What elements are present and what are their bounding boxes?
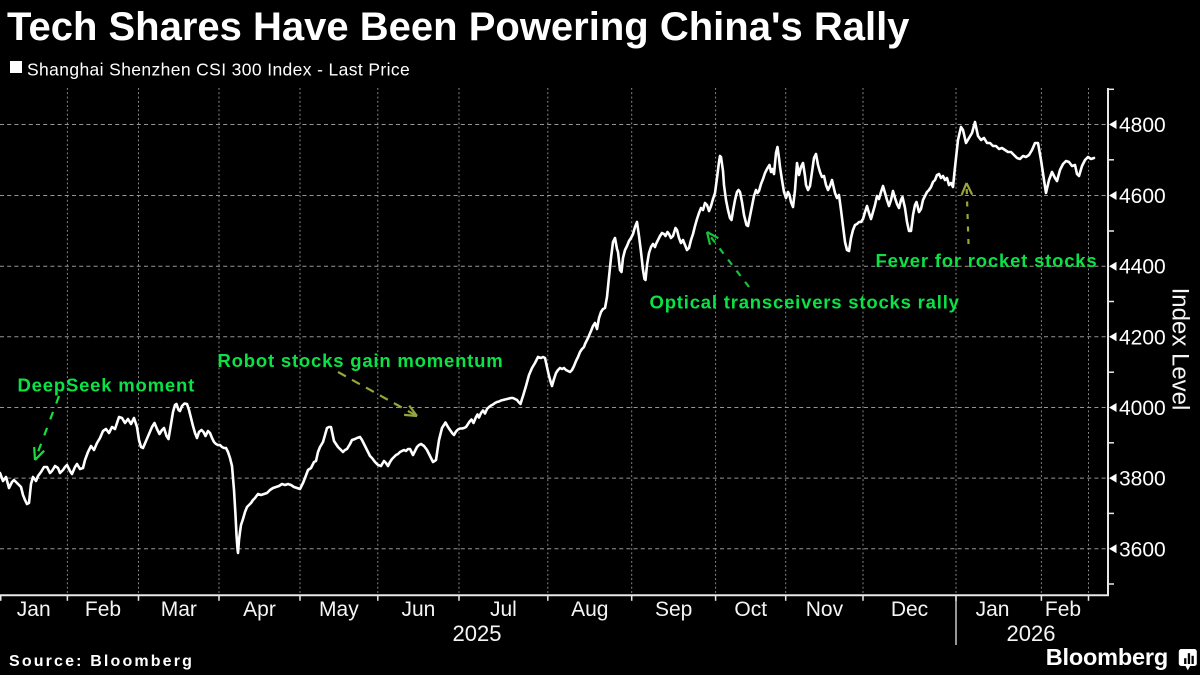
svg-text:Feb: Feb: [1045, 598, 1081, 621]
svg-text:Shanghai Shenzhen CSI 300 Inde: Shanghai Shenzhen CSI 300 Index - Last P…: [27, 60, 410, 80]
svg-text:4000: 4000: [1119, 397, 1166, 420]
svg-text:Dec: Dec: [891, 598, 928, 621]
svg-text:4200: 4200: [1119, 326, 1166, 349]
svg-text:4600: 4600: [1119, 185, 1166, 208]
svg-text:Bloomberg: Bloomberg: [1046, 644, 1168, 670]
svg-text:Jan: Jan: [976, 598, 1010, 621]
svg-text:Oct: Oct: [734, 598, 767, 621]
svg-text:4400: 4400: [1119, 256, 1166, 279]
svg-text:Jan: Jan: [17, 598, 51, 621]
svg-text:Optical transceivers stocks ra: Optical transceivers stocks rally: [650, 292, 960, 313]
svg-text:Aug: Aug: [571, 598, 608, 621]
svg-text:3800: 3800: [1119, 468, 1166, 491]
svg-text:Robot stocks gain momentum: Robot stocks gain momentum: [218, 350, 504, 371]
svg-text:Feb: Feb: [85, 598, 121, 621]
svg-text:Jun: Jun: [401, 598, 435, 621]
svg-text:3600: 3600: [1119, 538, 1166, 561]
svg-text:Tech Shares Have Been Powering: Tech Shares Have Been Powering China's R…: [7, 5, 910, 49]
svg-text:Apr: Apr: [243, 598, 276, 621]
svg-text:Source: Bloomberg: Source: Bloomberg: [9, 653, 194, 670]
svg-text:May: May: [319, 598, 359, 621]
svg-text:2025: 2025: [453, 621, 502, 646]
svg-text:Index Level: Index Level: [1167, 288, 1194, 411]
svg-text:Jul: Jul: [490, 598, 517, 621]
svg-text:Sep: Sep: [655, 598, 692, 621]
svg-text:DeepSeek moment: DeepSeek moment: [18, 375, 196, 396]
svg-text:Mar: Mar: [161, 598, 197, 621]
svg-text:Fever for rocket stocks: Fever for rocket stocks: [876, 250, 1098, 271]
svg-text:4800: 4800: [1119, 114, 1166, 137]
svg-text:Nov: Nov: [806, 598, 844, 621]
svg-text:2026: 2026: [1007, 621, 1056, 646]
